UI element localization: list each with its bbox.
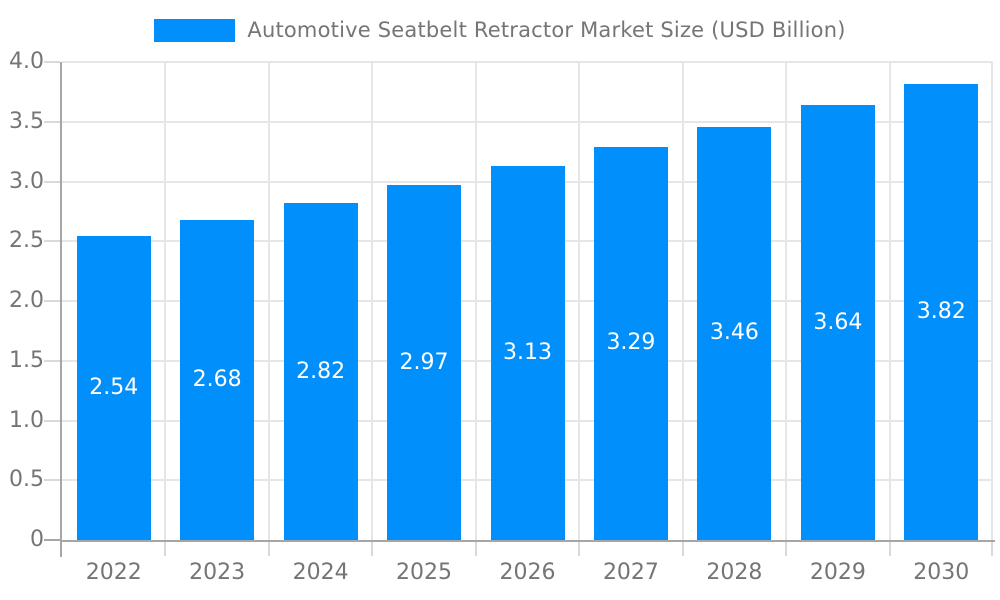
gridline-vertical — [888, 62, 891, 540]
x-tick-label: 2023 — [189, 560, 246, 585]
gridline-horizontal — [62, 61, 993, 63]
y-tick-label: 0.5 — [9, 467, 44, 493]
gridline-vertical — [785, 62, 788, 540]
gridline-horizontal — [62, 120, 993, 123]
y-tick-label: 2.0 — [9, 288, 44, 313]
legend-swatch — [154, 18, 236, 42]
gridline-vertical — [164, 62, 167, 540]
x-tick-label: 2022 — [85, 560, 142, 585]
y-axis-tick — [44, 539, 60, 541]
x-axis-tick — [785, 540, 788, 556]
bar: 2.54 — [76, 236, 151, 540]
x-axis-line — [60, 540, 995, 542]
gridline-vertical — [681, 62, 684, 540]
y-tick-label: 1.0 — [9, 407, 44, 433]
gridline-vertical — [267, 62, 270, 540]
x-axis-tick — [991, 540, 993, 556]
bar: 3.13 — [490, 165, 565, 540]
legend-label: Automotive Seatbelt Retractor Market Siz… — [247, 18, 846, 42]
bar: 2.68 — [180, 219, 255, 540]
bar-value-label: 3.64 — [813, 309, 863, 335]
y-axis-labels: 0 0.5 1.0 1.5 2.0 2.5 3.0 3.5 4.0 — [0, 49, 44, 552]
bar-value-label: 2.54 — [89, 375, 139, 401]
x-axis-tick — [371, 540, 374, 556]
y-axis-tick — [44, 479, 60, 482]
x-axis-tick — [681, 540, 684, 556]
x-axis-tick — [888, 540, 891, 556]
y-tick-label: 3.0 — [9, 168, 44, 194]
gridline-vertical — [371, 62, 374, 540]
legend: Automotive Seatbelt Retractor Market Siz… — [0, 18, 1000, 42]
y-axis-tick — [44, 359, 60, 362]
bar-value-label: 3.13 — [503, 339, 552, 365]
bar-value-label: 3.82 — [916, 298, 966, 324]
bar-value-label: 2.97 — [399, 349, 449, 375]
y-tick-label: 4.0 — [9, 49, 44, 74]
y-axis-tick — [44, 240, 60, 243]
x-axis-tick — [267, 540, 270, 556]
y-axis-line — [60, 62, 62, 557]
y-axis-tick — [44, 180, 60, 183]
bar-value-label: 2.82 — [296, 358, 346, 384]
bar: 3.64 — [800, 105, 875, 540]
y-axis-tick — [44, 120, 60, 123]
y-axis-tick — [44, 300, 60, 302]
bar: 3.29 — [593, 146, 668, 540]
x-axis-tick — [474, 540, 477, 556]
x-axis-tick — [578, 540, 581, 556]
x-tick-label: 2025 — [396, 560, 453, 585]
bar: 2.97 — [387, 185, 462, 540]
gridline-vertical — [578, 62, 581, 540]
bar-value-label: 3.46 — [709, 320, 759, 346]
x-axis-labels: 2022 2023 2024 2025 2026 2027 2028 2029 2030 — [62, 558, 993, 592]
y-axis-tick — [44, 419, 60, 422]
y-axis-tick — [44, 61, 60, 63]
y-tick-label: 0 — [30, 527, 44, 552]
x-tick-label: 2029 — [809, 560, 866, 585]
bar: 3.46 — [697, 126, 772, 540]
bar: 3.82 — [904, 83, 979, 540]
x-axis-tick — [164, 540, 167, 556]
x-tick-label: 2027 — [602, 560, 659, 585]
bar: 2.82 — [283, 203, 358, 540]
gridline-vertical — [991, 62, 993, 540]
x-tick-label: 2030 — [913, 560, 970, 585]
bar-value-label: 3.29 — [606, 330, 656, 356]
bar-value-label: 2.68 — [192, 366, 242, 392]
y-tick-label: 2.5 — [9, 228, 44, 254]
x-tick-label: 2026 — [499, 560, 556, 585]
y-tick-label: 3.5 — [9, 108, 44, 134]
x-tick-label: 2024 — [292, 560, 349, 585]
y-tick-label: 1.5 — [9, 347, 44, 373]
x-tick-label: 2028 — [706, 560, 763, 585]
plot-area: 2.54 2.68 2.82 2.97 3.13 3.29 3.46 3.64 3.82 — [44, 61, 993, 556]
gridline-vertical — [474, 62, 477, 540]
